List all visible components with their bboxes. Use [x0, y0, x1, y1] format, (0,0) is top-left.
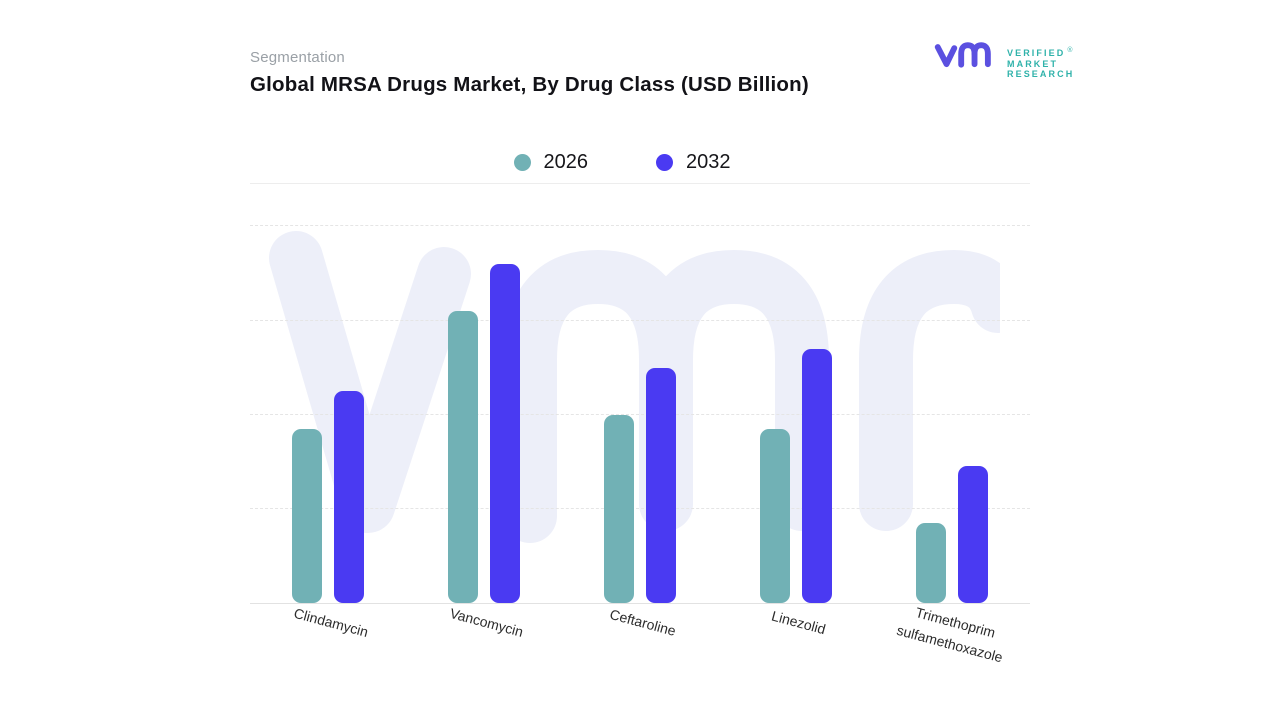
legend-divider [250, 183, 1030, 184]
gridline-3 [250, 319, 1030, 321]
registered-mark: ® [1067, 47, 1073, 54]
legend-label-2026: 2026 [543, 150, 589, 173]
x-label-cell-trimethoprim-sulfamethoxazole: Trimethoprim sulfamethoxazole [874, 604, 1030, 665]
bar-2026-linezolid [760, 429, 790, 603]
legend-item-2026[interactable]: 2026 [513, 150, 589, 174]
legend-dot-icon-2026 [513, 153, 531, 171]
vmr-logo-mark-icon [934, 40, 998, 68]
bar-2026-ceftaroline [604, 415, 634, 603]
bar-2026-trimethoprim-sulfamethoxazole [916, 523, 946, 603]
x-label-cell-linezolid: Linezolid [718, 608, 874, 655]
legend-dot-icon-2032 [656, 153, 673, 171]
chart-legend: 2026 2032 [250, 146, 1030, 178]
bar-2032-clindamycin [334, 391, 364, 603]
vmr-watermark-icon [269, 231, 1000, 543]
eyebrow-label: Segmentation [250, 49, 345, 66]
bar-2026-vancomycin [448, 311, 478, 603]
x-axis-label-linezolid: Linezolid [770, 607, 828, 638]
gridline-1 [250, 507, 1030, 509]
x-axis-labels: Clindamycin Vancomycin Ceftaroline Linezoli… [250, 604, 1030, 665]
chart-title: Global MRSA Drugs Market, By Drug Class … [250, 73, 809, 96]
bar-2032-linezolid [802, 349, 832, 603]
legend-item-2032[interactable]: 2032 [656, 151, 731, 174]
bar-2032-vancomycin [490, 264, 520, 603]
logo-line-3: RESEARCH [1007, 69, 1075, 79]
bar-group-linezolid [718, 184, 874, 603]
bar-group-vancomycin [406, 184, 562, 603]
bar-2026-clindamycin [292, 429, 322, 603]
x-axis-label-vancomycin: Vancomycin [448, 604, 526, 640]
bar-group-clindamycin [250, 184, 406, 603]
gridline-2 [250, 413, 1030, 415]
x-label-cell-vancomycin: Vancomycin [406, 605, 562, 655]
x-label-cell-ceftaroline: Ceftaroline [562, 606, 718, 655]
bar-group-trimethoprim-sulfamethoxazole [874, 184, 1030, 603]
gridline-4 [250, 225, 1030, 227]
bar-group-ceftaroline [562, 184, 718, 603]
vmr-logo-text: VERIFIED ® MARKET RESEARCH [1007, 40, 1074, 80]
logo-line-2: MARKET [1007, 58, 1059, 69]
x-axis-label-trimethoprim-sulfamethoxazole: Trimethoprim sulfamethoxazole [894, 604, 1005, 666]
x-label-cell-clindamycin: Clindamycin [250, 605, 406, 655]
x-axis-label-ceftaroline: Ceftaroline [608, 605, 678, 639]
bar-2032-trimethoprim-sulfamethoxazole [958, 466, 988, 603]
bar-2032-ceftaroline [646, 368, 676, 603]
bar-groups [250, 184, 1030, 603]
vmr-logo: VERIFIED ® MARKET RESEARCH [934, 40, 1074, 80]
legend-label-2032: 2032 [686, 150, 731, 173]
logo-line-1: VERIFIED [1007, 48, 1066, 58]
plot-area [250, 184, 1030, 604]
x-axis-label-clindamycin: Clindamycin [292, 604, 370, 640]
